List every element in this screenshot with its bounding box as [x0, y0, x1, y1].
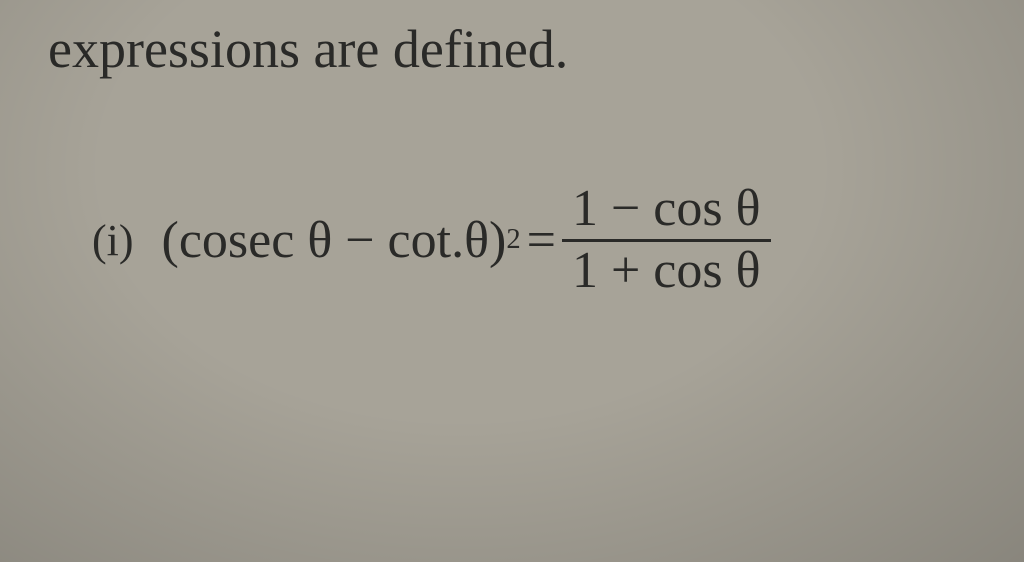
- item-label: (i): [92, 215, 134, 266]
- rhs-fraction: 1 − cos θ 1 + cos θ: [562, 180, 771, 300]
- problem-row: (i) (cosec θ − cot.θ)2 = 1 − cos θ 1 + c…: [92, 180, 771, 300]
- equals-sign: =: [521, 211, 562, 270]
- fraction-numerator: 1 − cos θ: [562, 180, 771, 239]
- heading-text: expressions are defined.: [48, 18, 568, 80]
- fraction-denominator: 1 + cos θ: [562, 242, 771, 301]
- equation: (cosec θ − cot.θ)2 = 1 − cos θ 1 + cos θ: [162, 180, 771, 300]
- lhs-base: (cosec θ − cot.θ): [162, 211, 507, 270]
- page: expressions are defined. (i) (cosec θ − …: [0, 0, 1024, 562]
